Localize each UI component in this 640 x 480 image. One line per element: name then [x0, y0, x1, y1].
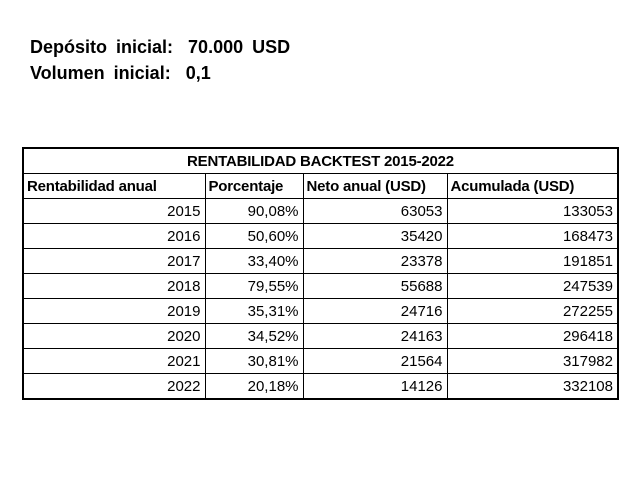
year-cell: 2018: [22, 273, 206, 299]
year-cell: 2020: [22, 323, 206, 349]
table-row: 2017 33,40% 23378 191851: [22, 248, 619, 274]
percentage-cell: 30,81%: [204, 348, 304, 374]
accumulated-cell: 247539: [446, 273, 619, 299]
year-cell: 2019: [22, 298, 206, 324]
column-header-acumulada: Acumulada (USD): [446, 173, 619, 199]
percentage-cell: 35,31%: [204, 298, 304, 324]
table-title-row: RENTABILIDAD BACKTEST 2015-2022: [22, 147, 619, 174]
net-annual-cell: 21564: [302, 348, 448, 374]
year-cell: 2015: [22, 198, 206, 224]
accumulated-cell: 168473: [446, 223, 619, 249]
net-annual-cell: 23378: [302, 248, 448, 274]
accumulated-cell: 191851: [446, 248, 619, 274]
percentage-cell: 20,18%: [204, 373, 304, 400]
initial-volume-value: 0,1: [185, 63, 211, 83]
table-row: 2022 20,18% 14126 332108: [22, 373, 619, 400]
year-cell: 2016: [22, 223, 206, 249]
initial-deposit-value: 70.000 USD: [188, 37, 291, 57]
table-row: 2020 34,52% 24163 296418: [22, 323, 619, 349]
initial-volume-line: Volumen inicial: 0,1: [30, 60, 290, 86]
initial-deposit-line: Depósito inicial: 70.000 USD: [30, 34, 290, 60]
initial-deposit-label: Depósito inicial:: [30, 37, 174, 57]
accumulated-cell: 332108: [446, 373, 619, 400]
accumulated-cell: 317982: [446, 348, 619, 374]
net-annual-cell: 24163: [302, 323, 448, 349]
net-annual-cell: 63053: [302, 198, 448, 224]
net-annual-cell: 55688: [302, 273, 448, 299]
net-annual-cell: 14126: [302, 373, 448, 400]
percentage-cell: 34,52%: [204, 323, 304, 349]
net-annual-cell: 35420: [302, 223, 448, 249]
table-header-row: Rentabilidad anual Porcentaje Neto anual…: [22, 173, 619, 199]
accumulated-cell: 272255: [446, 298, 619, 324]
accumulated-cell: 133053: [446, 198, 619, 224]
table-row: 2015 90,08% 63053 133053: [22, 198, 619, 224]
account-info-block: Depósito inicial: 70.000 USD Volumen ini…: [30, 34, 290, 86]
year-cell: 2022: [22, 373, 206, 400]
percentage-cell: 50,60%: [204, 223, 304, 249]
percentage-cell: 90,08%: [204, 198, 304, 224]
net-annual-cell: 24716: [302, 298, 448, 324]
table-title: RENTABILIDAD BACKTEST 2015-2022: [22, 147, 619, 174]
column-header-neto-anual: Neto anual (USD): [302, 173, 448, 199]
year-cell: 2017: [22, 248, 206, 274]
backtest-results-table: RENTABILIDAD BACKTEST 2015-2022 Rentabil…: [22, 147, 619, 400]
column-header-porcentaje: Porcentaje: [204, 173, 304, 199]
table-row: 2021 30,81% 21564 317982: [22, 348, 619, 374]
table-row: 2016 50,60% 35420 168473: [22, 223, 619, 249]
percentage-cell: 33,40%: [204, 248, 304, 274]
percentage-cell: 79,55%: [204, 273, 304, 299]
table-row: 2019 35,31% 24716 272255: [22, 298, 619, 324]
initial-volume-label: Volumen inicial:: [30, 63, 171, 83]
accumulated-cell: 296418: [446, 323, 619, 349]
year-cell: 2021: [22, 348, 206, 374]
column-header-rentabilidad-anual: Rentabilidad anual: [22, 173, 206, 199]
table-row: 2018 79,55% 55688 247539: [22, 273, 619, 299]
